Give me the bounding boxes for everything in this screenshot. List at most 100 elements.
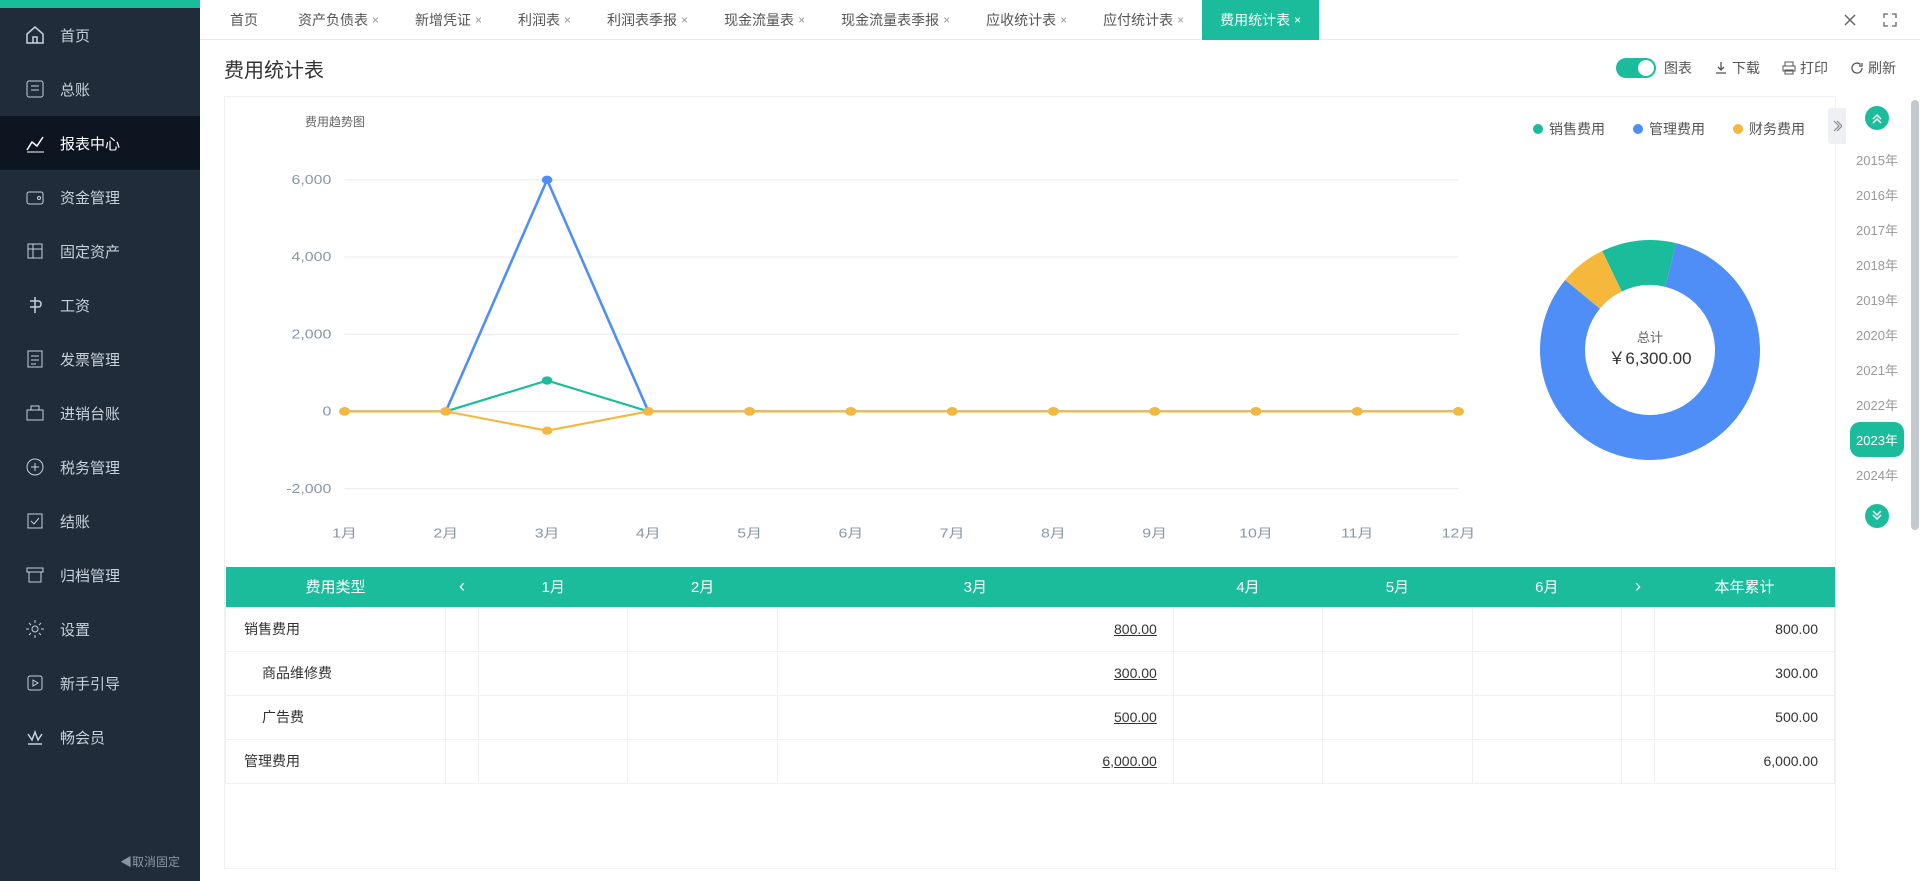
sidebar-item-asset[interactable]: 固定资产 [0, 224, 200, 278]
cell [1173, 651, 1322, 695]
tab-close-icon[interactable]: × [798, 13, 805, 27]
year-item[interactable]: 2024年 [1850, 457, 1904, 492]
asset-icon [24, 240, 46, 262]
sidebar-item-guide[interactable]: 新手引导 [0, 656, 200, 710]
cell [1173, 739, 1322, 783]
tab-费用统计表[interactable]: 费用统计表× [1202, 0, 1319, 40]
svg-text:1月: 1月 [332, 527, 357, 541]
tab-应收统计表[interactable]: 应收统计表× [968, 0, 1085, 40]
tab-现金流量表季报[interactable]: 现金流量表季报× [823, 0, 968, 40]
page-title: 费用统计表 [224, 54, 324, 83]
year-item[interactable]: 2023年 [1850, 422, 1904, 457]
print-button[interactable]: 打印 [1782, 58, 1828, 78]
vip-icon [24, 726, 46, 748]
sidebar-unpin[interactable]: ◀取消固定 [0, 841, 200, 881]
sidebar-item-archive[interactable]: 归档管理 [0, 548, 200, 602]
legend-label: 管理费用 [1649, 119, 1705, 139]
sidebar-item-label: 新手引导 [60, 673, 120, 694]
scrollbar[interactable] [1910, 100, 1920, 700]
tab-label: 应付统计表 [1103, 10, 1173, 30]
cell [1472, 651, 1621, 695]
svg-text:8月: 8月 [1041, 527, 1066, 541]
row-total: 6,000.00 [1655, 739, 1835, 783]
legend-item[interactable]: 销售费用 [1533, 119, 1605, 139]
tab-close-icon[interactable]: × [564, 13, 571, 27]
cell [479, 607, 628, 651]
tab-利润表[interactable]: 利润表× [500, 0, 589, 40]
cell [446, 607, 479, 651]
tab-利润表季报[interactable]: 利润表季报× [589, 0, 706, 40]
tab-close-icon[interactable]: × [1177, 13, 1184, 27]
tab-close-icon[interactable]: × [475, 13, 482, 27]
year-item[interactable]: 2016年 [1850, 177, 1904, 212]
cell [628, 739, 777, 783]
year-item[interactable]: 2015年 [1850, 142, 1904, 177]
cell [628, 651, 777, 695]
sidebar-item-tax[interactable]: 税务管理 [0, 440, 200, 494]
sidebar-item-label: 设置 [60, 619, 90, 640]
tab-close-icon[interactable]: × [681, 13, 688, 27]
tab-现金流量表[interactable]: 现金流量表 × [706, 0, 823, 40]
year-item[interactable]: 2017年 [1850, 212, 1904, 247]
page-header: 费用统计表 图表 下载 打印 刷新 [200, 40, 1920, 96]
main-area: 首页资产负债表×新增凭证×利润表×利润表季报×现金流量表×现金流量表季报×应收统… [200, 0, 1920, 881]
th-month: 1月 [479, 567, 628, 607]
sidebar-item-vip[interactable]: 畅会员 [0, 710, 200, 764]
svg-text:12月: 12月 [1442, 527, 1476, 541]
legend-item[interactable]: 管理费用 [1633, 119, 1705, 139]
tab-资产负债表[interactable]: 资产负债表× [280, 0, 397, 40]
sidebar: 首页总账报表中心资金管理固定资产工资发票管理进销台账税务管理结账归档管理设置新手… [0, 0, 200, 881]
year-item[interactable]: 2020年 [1850, 317, 1904, 352]
svg-text:￥6,300.00: ￥6,300.00 [1608, 349, 1691, 368]
year-item[interactable]: 2021年 [1850, 352, 1904, 387]
refresh-button[interactable]: 刷新 [1850, 58, 1896, 78]
tab-close-icon[interactable]: × [372, 13, 379, 27]
download-button[interactable]: 下载 [1714, 58, 1760, 78]
archive-icon [24, 564, 46, 586]
svg-text:4,000: 4,000 [291, 251, 331, 265]
svg-text:7月: 7月 [940, 527, 965, 541]
sidebar-item-wallet[interactable]: 资金管理 [0, 170, 200, 224]
invoice-icon [24, 348, 46, 370]
year-scroll-up[interactable] [1865, 106, 1889, 130]
year-item[interactable]: 2019年 [1850, 282, 1904, 317]
th-prev[interactable]: ‹ [446, 567, 479, 607]
legend-item[interactable]: 财务费用 [1733, 119, 1805, 139]
cell[interactable]: 6,000.00 [777, 739, 1173, 783]
cell [446, 695, 479, 739]
tab-应付统计表[interactable]: 应付统计表 × [1085, 0, 1202, 40]
tab-label: 现金流量表 [724, 10, 794, 30]
svg-text:2月: 2月 [433, 527, 458, 541]
year-scroll-down[interactable] [1865, 504, 1889, 528]
cell [1622, 607, 1655, 651]
legend-label: 财务费用 [1749, 119, 1805, 139]
tab-label: 新增凭证 [415, 10, 471, 30]
cell[interactable]: 300.00 [777, 651, 1173, 695]
line-chart: -2,00002,0004,0006,0001月2月3月4月5月6月7月8月9月… [265, 150, 1485, 550]
sidebar-item-close-period[interactable]: 结账 [0, 494, 200, 548]
tab-close-icon[interactable]: × [1060, 13, 1067, 27]
guide-icon [24, 672, 46, 694]
th-next[interactable]: › [1622, 567, 1655, 607]
sidebar-item-chart[interactable]: 报表中心 [0, 116, 200, 170]
sidebar-item-gear[interactable]: 设置 [0, 602, 200, 656]
chart-toggle[interactable] [1616, 58, 1656, 78]
close-all-tabs-icon[interactable] [1838, 8, 1862, 32]
sidebar-item-ledger[interactable]: 总账 [0, 62, 200, 116]
wallet-icon [24, 186, 46, 208]
cell[interactable]: 500.00 [777, 695, 1173, 739]
tab-close-icon[interactable]: × [1294, 13, 1301, 27]
cell[interactable]: 800.00 [777, 607, 1173, 651]
year-item[interactable]: 2018年 [1850, 247, 1904, 282]
sidebar-item-home[interactable]: 首页 [0, 8, 200, 62]
sidebar-item-stock[interactable]: 进销台账 [0, 386, 200, 440]
sidebar-item-salary[interactable]: 工资 [0, 278, 200, 332]
tab-close-icon[interactable]: × [943, 13, 950, 27]
tab-首页[interactable]: 首页 [208, 0, 280, 40]
tab-新增凭证[interactable]: 新增凭证 × [397, 0, 500, 40]
cell [628, 607, 777, 651]
fullscreen-icon[interactable] [1878, 8, 1902, 32]
sidebar-item-invoice[interactable]: 发票管理 [0, 332, 200, 386]
expand-panel-icon[interactable] [1828, 108, 1846, 144]
year-item[interactable]: 2022年 [1850, 387, 1904, 422]
